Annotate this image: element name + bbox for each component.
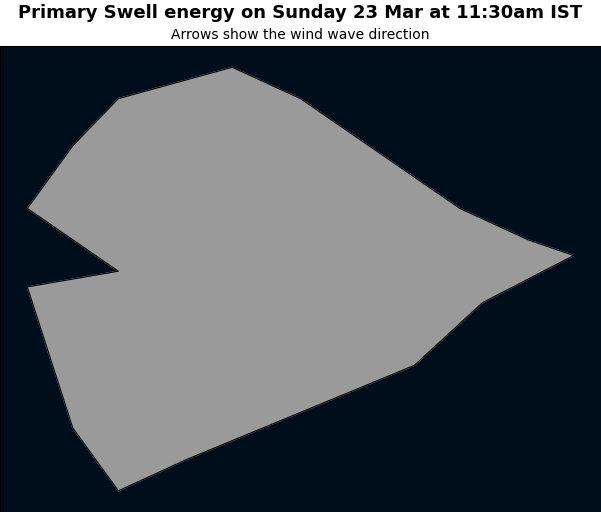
Polygon shape	[27, 67, 574, 491]
Text: Primary Swell energy on Sunday 23 Mar at 11:30am IST: Primary Swell energy on Sunday 23 Mar at…	[19, 4, 582, 22]
Text: Arrows show the wind wave direction: Arrows show the wind wave direction	[171, 28, 430, 41]
